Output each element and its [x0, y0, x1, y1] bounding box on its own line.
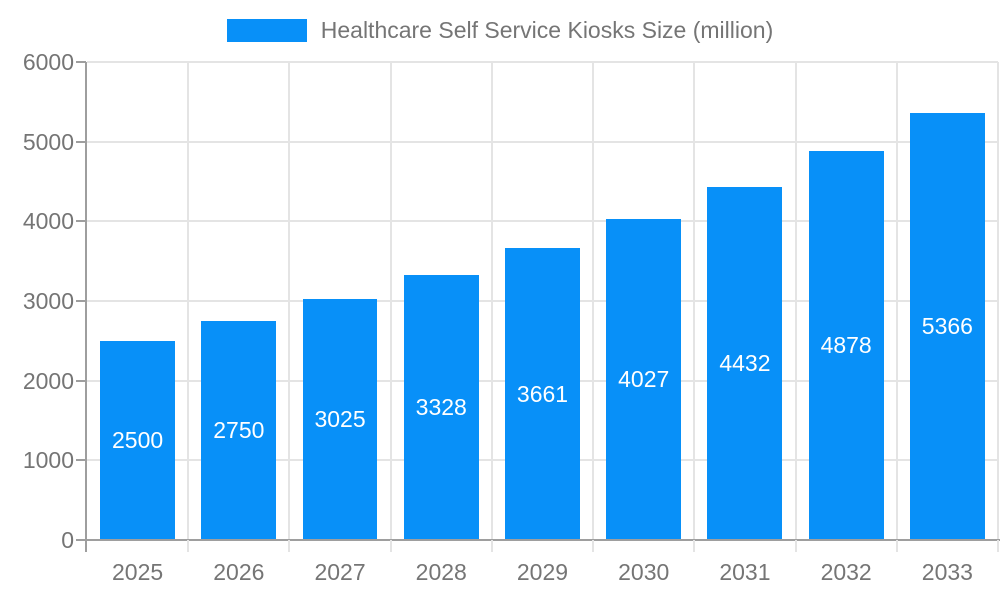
x-tick-mark: [389, 540, 392, 552]
x-axis-labels: 2025 2026 2027 2028 2029 2030 2031 2032 2033: [87, 559, 998, 589]
bar-value-label: 4432: [719, 349, 771, 376]
gridline-vertical: [288, 62, 291, 540]
plot-area: 2500 2750 3025 3328 3661 4027 4432 4878 5366: [87, 61, 999, 540]
x-tick-mark: [895, 540, 898, 552]
y-tick-label: 2000: [22, 367, 74, 394]
gridline-horizontal: [87, 140, 998, 143]
y-tick-label: 0: [61, 527, 74, 553]
bar-value-label: 2500: [112, 426, 164, 453]
y-tick-mark: [76, 220, 86, 223]
x-tick-mark: [187, 540, 190, 552]
x-axis-line: [85, 539, 1000, 541]
legend: Healthcare Self Service Kiosks Size (mil…: [0, 17, 1000, 44]
bar-value-label: 3661: [516, 380, 569, 407]
gridline-vertical: [997, 62, 999, 540]
legend-swatch: [226, 19, 307, 42]
y-axis-labels: 0 1000 2000 3000 4000 5000 6000: [0, 49, 74, 553]
bar: 4878: [808, 151, 884, 540]
gridline-vertical: [389, 62, 392, 540]
bar-value-label: 3025: [314, 406, 366, 432]
x-tick-label: 2027: [314, 559, 366, 585]
x-tick-label: 2030: [618, 559, 670, 585]
y-tick-label: 3000: [22, 288, 74, 314]
x-tick-label: 2033: [921, 559, 973, 585]
y-tick-label: 6000: [22, 49, 74, 75]
y-tick-mark: [76, 379, 86, 382]
x-tick-mark: [693, 540, 696, 552]
x-tick-label: 2025: [112, 559, 164, 585]
gridline-vertical: [187, 62, 190, 540]
y-tick-label: 5000: [22, 128, 74, 155]
gridline-horizontal: [87, 220, 998, 223]
y-tick-label: 1000: [22, 447, 74, 474]
bar: 3661: [505, 248, 580, 540]
gridline-vertical: [895, 62, 898, 540]
bar: 2500: [100, 340, 176, 540]
x-tick-label: 2029: [516, 559, 569, 585]
legend-label: Healthcare Self Service Kiosks Size (mil…: [320, 17, 774, 43]
gridline-vertical: [592, 62, 595, 540]
x-tick-mark: [592, 540, 595, 552]
x-tick-mark: [288, 540, 291, 552]
gridline-vertical: [794, 62, 797, 540]
bar: 4432: [707, 186, 783, 540]
gridline-vertical: [490, 62, 493, 540]
gridline-horizontal: [87, 61, 998, 63]
x-tick-label: 2026: [213, 559, 265, 585]
x-tick-label: 2031: [719, 559, 771, 585]
bar-value-label: 2750: [213, 416, 265, 443]
y-tick-mark: [76, 140, 86, 143]
bar: 4027: [606, 219, 682, 540]
y-tick-mark: [76, 61, 86, 63]
x-tick-mark: [997, 540, 999, 552]
bar: 5366: [909, 112, 985, 540]
y-tick-mark: [76, 459, 86, 462]
y-axis-line: [85, 62, 87, 552]
x-tick-label: 2028: [415, 559, 467, 585]
bar-value-label: 4878: [820, 332, 872, 359]
bar-value-label: 3328: [415, 393, 467, 420]
x-tick-label: 2032: [820, 559, 872, 585]
bar: 2750: [201, 320, 277, 540]
y-tick-mark: [76, 539, 86, 541]
bar: 3328: [403, 274, 479, 540]
bar-value-label: 4027: [618, 366, 670, 393]
y-tick-mark: [76, 300, 86, 302]
x-tick-mark: [794, 540, 797, 552]
gridline-vertical: [693, 62, 696, 540]
bar-value-label: 5366: [921, 312, 973, 339]
x-tick-mark: [490, 540, 493, 552]
bar: 3025: [302, 299, 378, 540]
y-tick-label: 4000: [22, 208, 74, 235]
